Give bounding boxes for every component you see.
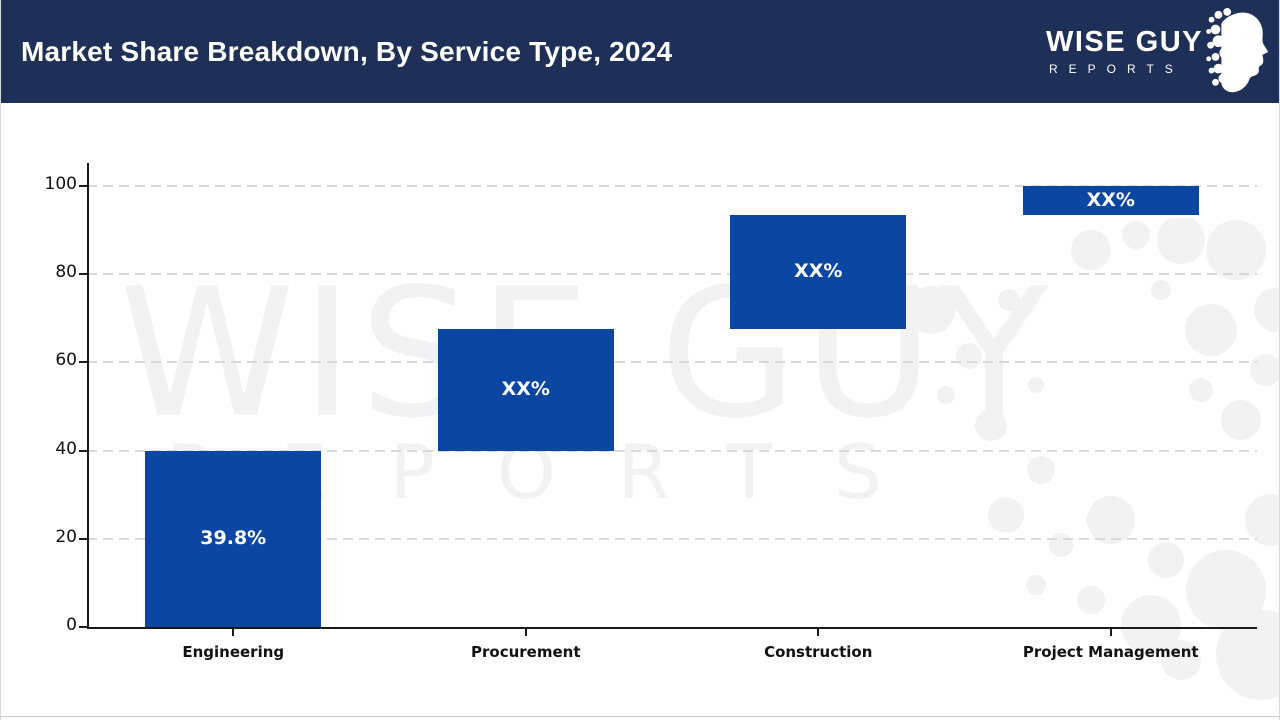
wise-guy-head-icon [1206,7,1269,92]
bar [437,328,614,451]
y-tick-label: 0 [66,615,77,635]
x-axis-label: Construction [764,643,873,661]
y-tick-label: 60 [55,350,77,371]
gridline [87,273,1257,276]
logo-text: WISE GUY REPORTS [1045,26,1203,76]
y-tick [79,273,87,276]
y-tick-label: 100 [44,174,77,194]
page-title: Market Share Breakdown, By Service Type,… [21,36,673,67]
x-tick [232,629,235,636]
bar-value-label: XX% [501,377,550,400]
y-tick-label: 40 [55,438,77,459]
y-tick [79,626,87,628]
gridline [87,449,1257,452]
x-axis-label: Engineering [182,643,285,661]
bar-value-label: 39.8% [200,527,267,550]
y-tick [79,185,87,187]
y-tick [79,537,87,540]
y-tick-label: 20 [55,526,77,547]
bar-value-label: XX% [794,259,843,282]
gridline [87,185,1257,187]
bar [730,215,907,329]
wise-guy-logo: WISE GUY REPORTS [1046,0,1269,103]
bar-value-label: XX% [1086,188,1135,211]
y-tick-label: 80 [55,262,77,283]
x-tick [817,629,820,636]
x-axis-label: Project Management [1022,643,1199,661]
x-tick [1109,629,1112,636]
bar [145,451,322,627]
gridline [87,537,1257,540]
logo-subtext: REPORTS [1048,61,1184,76]
chart-plot-area: WISE GUY REPORTS 0 20 40 60 80 1 [1,103,1279,717]
header: Market Share Breakdown, By Service Type,… [1,0,1279,103]
bar [1022,186,1199,216]
y-tick [79,449,87,452]
logo-wordmark: WISE GUY [1045,26,1203,59]
gridline [87,361,1257,364]
x-tick [524,629,527,636]
y-tick [79,361,87,364]
y-axis-line [87,163,89,629]
x-axis-line [87,627,1257,629]
x-axis-label: Procurement [471,643,581,661]
bottom-border [1,716,1279,717]
